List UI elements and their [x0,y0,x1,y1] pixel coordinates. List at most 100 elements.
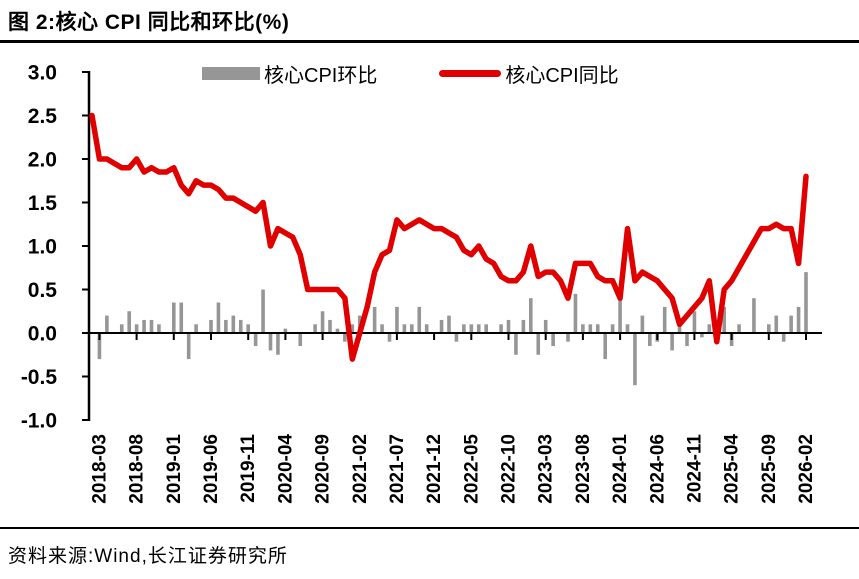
mom-bar [447,315,451,333]
figure-title: 图 2:核心 CPI 同比和环比(%) [8,11,290,34]
mom-bar [536,333,541,355]
x-tick-label: 2021-12 [424,434,445,504]
mom-bar [581,324,585,333]
x-tick-label: 2026-02 [796,434,817,504]
mom-bar [224,319,228,333]
mom-bar [343,333,347,342]
x-tick-label: 2018-03 [89,434,110,504]
legend-label-mom: 核心CPI环比 [264,65,378,87]
mom-bar [588,324,593,333]
mom-bar [402,324,407,333]
mom-bar [521,319,526,333]
mom-bar [692,311,697,333]
mom-bar [283,328,288,333]
mom-bar [261,289,265,333]
y-tick-label: -0.5 [21,366,58,389]
mom-bar-swatch-icon [202,67,260,80]
y-tick-label: 1.0 [28,236,57,259]
x-tick-label: 2025-09 [759,434,780,504]
mom-bar [410,324,414,333]
mom-bar [640,315,645,333]
yoy-line [89,112,809,362]
x-tick-label: 2023-03 [536,434,557,504]
x-tick-label: 2025-04 [722,434,743,504]
y-tick-label: 3.0 [28,62,57,85]
y-tick-label: 0.5 [28,279,58,302]
mom-bar [246,324,250,333]
x-tick-label: 2019-06 [201,434,222,504]
mom-bar [781,333,786,342]
mom-bar [380,324,384,333]
mom-bar [105,315,109,333]
mom-bar [476,324,481,333]
x-tick-label: 2022-10 [499,434,520,504]
mom-bar [417,306,422,333]
mom-bar [752,298,756,333]
mom-bar [142,319,146,333]
mom-bar [149,319,154,333]
mom-bar [625,324,630,333]
mom-bar [796,306,801,333]
mom-bar [157,324,161,333]
mom-bar [209,319,213,333]
y-tick-label: 2.0 [28,149,57,172]
x-tick-label: 2021-02 [350,434,371,504]
mom-bar [685,333,689,347]
mom-bar [543,319,548,333]
mom-bar [774,315,779,333]
mom-bar [372,306,377,333]
mom-bar [231,315,236,333]
mom-bar [298,333,303,347]
x-tick-label: 2020-04 [275,434,296,504]
mom-bar [737,324,741,333]
mom-bar [462,324,466,333]
mom-bar [700,333,704,338]
mom-bar [179,302,184,333]
mom-bar [603,333,607,360]
mom-bar [618,293,622,333]
legend-item-mom: 核心CPI环比 [202,59,377,88]
mom-bar [648,333,652,347]
mom-bar [134,324,139,333]
x-tick-label: 2024-01 [610,434,631,504]
mom-bar [439,319,444,333]
mom-bar [670,333,674,351]
yoy-line-swatch-icon [439,70,502,77]
mom-bar [387,333,392,342]
mom-bar [320,311,325,333]
x-tick-label: 2020-09 [313,434,334,504]
mom-bar [313,324,317,333]
mom-bar [633,333,637,386]
x-tick-label: 2024-11 [684,434,705,503]
mom-bar [707,324,712,333]
mom-bar [395,306,399,333]
x-tick-label: 2024-06 [647,434,668,504]
y-tick-label: 1.5 [28,192,58,215]
mom-bar [610,324,615,333]
x-tick-label: 2018-08 [127,434,148,504]
mom-bar [454,333,459,342]
mom-bar [335,328,340,333]
title-underline [0,40,859,43]
x-tick-label: 2021-07 [387,434,408,504]
mom-bar [469,324,474,333]
x-tick-label: 2019-11 [238,434,259,503]
x-tick-label: 2022-05 [461,434,482,504]
mom-bar [216,302,221,333]
cpi-chart: 3.0 2.5 2.0 1.5 1.0 0.5 0.0 -0.5 -1.0 2018-03 2018… [21,62,822,504]
mom-bar [238,319,243,333]
mom-bar [566,333,570,342]
y-tick-label: 0.0 [28,323,57,346]
mom-bar [789,315,793,333]
mom-bar [499,324,503,333]
mom-bar [551,333,555,347]
mom-bar [97,333,102,360]
source-note: 资料来源:Wind,长江证券研究所 [8,546,288,567]
mom-bar [506,319,511,333]
mom-bar [573,293,578,333]
mom-bar [662,306,667,333]
mom-bar [722,306,726,333]
mom-bar [186,333,191,360]
legend-label-yoy: 核心CPI同比 [505,65,619,87]
figure-bottom-rule [0,527,859,529]
